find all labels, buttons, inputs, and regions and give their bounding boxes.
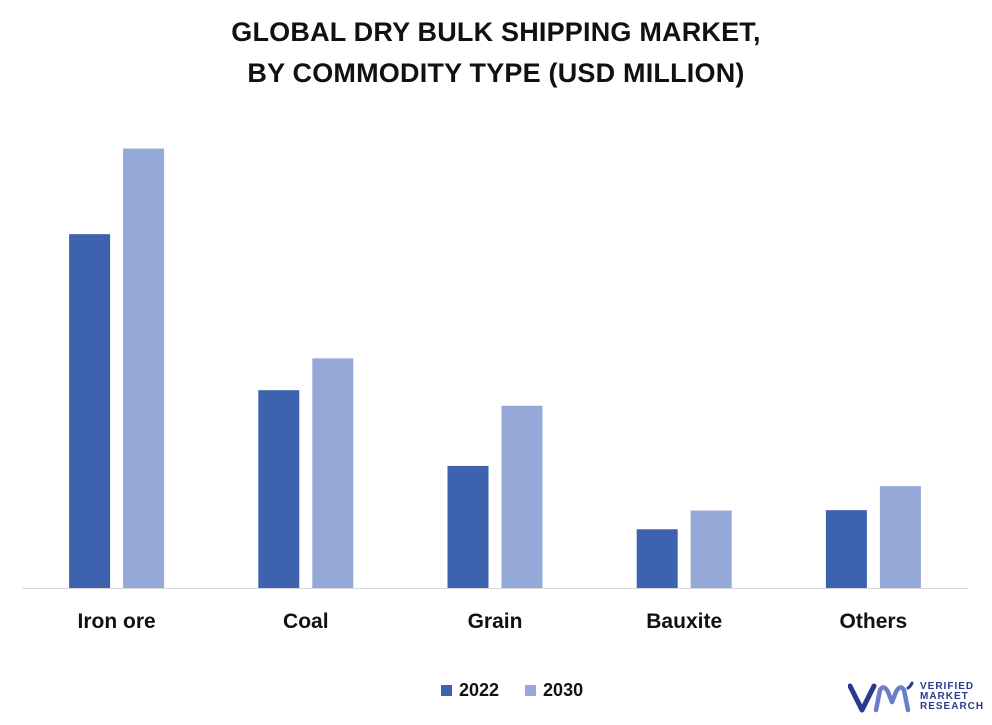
bar-grain-2030 bbox=[501, 405, 543, 588]
chart-title-line-1: GLOBAL DRY BULK SHIPPING MARKET, bbox=[231, 17, 761, 47]
category-label-bauxite: Bauxite bbox=[646, 610, 722, 633]
legend-label-2022: 2022 bbox=[459, 680, 500, 700]
bar-others-2030 bbox=[879, 486, 921, 588]
bar-others-2022 bbox=[825, 510, 867, 588]
category-label-iron-ore: Iron ore bbox=[78, 610, 156, 633]
bar-bauxite-2030 bbox=[690, 510, 732, 588]
vmr-logo-mark-icon bbox=[848, 681, 914, 713]
vmr-logo-line-2: MARKET bbox=[920, 691, 969, 702]
bar-iron-ore-2022 bbox=[69, 234, 111, 588]
legend-item-2022: 2022 bbox=[441, 680, 499, 701]
vmr-logo-text: VERIFIED MARKET RESEARCH bbox=[920, 682, 984, 712]
chart-legend: 2022 2030 bbox=[441, 680, 609, 701]
bar-bauxite-2022 bbox=[636, 529, 678, 588]
legend-swatch-2030 bbox=[525, 685, 537, 696]
bar-coal-2022 bbox=[258, 390, 300, 588]
category-label-grain: Grain bbox=[468, 610, 523, 633]
legend-swatch-2022 bbox=[441, 685, 452, 696]
category-label-others: Others bbox=[840, 610, 908, 633]
vmr-logo-line-1: VERIFIED bbox=[920, 681, 975, 692]
bar-chart: Iron ore Coal Grain Bauxite Others bbox=[22, 148, 968, 633]
chart-title-line-2: BY COMMODITY TYPE (USD MILLION) bbox=[247, 58, 745, 88]
vmr-logo: VERIFIED MARKET RESEARCH bbox=[848, 680, 984, 714]
category-label-coal: Coal bbox=[283, 610, 329, 633]
vmr-logo-line-3: RESEARCH bbox=[920, 701, 985, 712]
bar-grain-2022 bbox=[447, 465, 489, 588]
legend-label-2030: 2030 bbox=[543, 680, 584, 700]
bar-iron-ore-2030 bbox=[123, 148, 165, 588]
legend-item-2030: 2030 bbox=[525, 680, 583, 701]
bar-coal-2030 bbox=[312, 358, 354, 588]
